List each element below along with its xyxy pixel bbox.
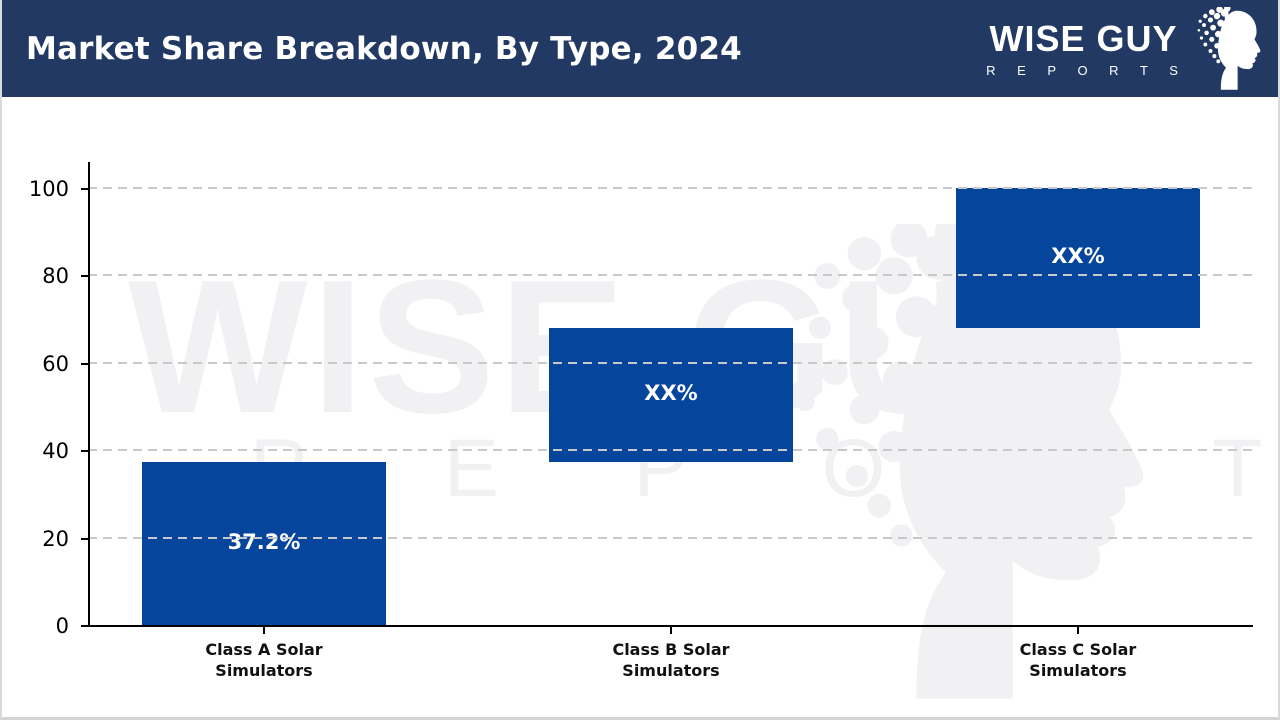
- logo-wordmark: WISE GUY: [989, 17, 1178, 59]
- gridline-60: [88, 361, 1253, 364]
- x-category-label: Class B Solar Simulators: [612, 640, 730, 680]
- y-tick-20: [81, 537, 88, 540]
- logo-subtitle: R E P O R T S: [986, 62, 1187, 78]
- y-tick-60: [81, 362, 88, 365]
- y-tick-label: 60: [42, 351, 69, 376]
- x-category-label: Class A Solar Simulators: [205, 640, 323, 680]
- dotted-head-icon: [1197, 6, 1261, 90]
- bar-value-label: 37.2%: [227, 529, 301, 554]
- gridline-40: [88, 449, 1253, 451]
- gridline-100: [88, 186, 1253, 189]
- bar-value-label: XX%: [644, 380, 698, 405]
- gridline-80: [88, 274, 1253, 276]
- x-tick: [1077, 627, 1079, 634]
- y-tick-100: [81, 187, 88, 190]
- y-tick-label: 80: [42, 264, 69, 288]
- y-tick-0: [81, 625, 88, 627]
- bar-value-label: XX%: [1051, 243, 1105, 268]
- logo-text: WISE GUY R E P O R T S: [980, 17, 1187, 78]
- page-title: Market Share Breakdown, By Type, 2024: [26, 30, 742, 67]
- x-category-label: Class C Solar Simulators: [1019, 640, 1137, 680]
- wise-guy-reports-logo: WISE GUY R E P O R T S: [980, 0, 1266, 97]
- x-tick: [670, 627, 672, 634]
- gridline-20: [88, 536, 1253, 539]
- y-tick-label: 100: [28, 176, 69, 201]
- x-axis-line: [87, 625, 1253, 627]
- y-tick-label: 40: [42, 439, 69, 463]
- y-tick-80: [81, 275, 88, 277]
- y-tick-label: 20: [42, 526, 69, 551]
- bar-segment: XX%: [956, 187, 1200, 328]
- header-band: Market Share Breakdown, By Type, 2024 WI…: [0, 0, 1280, 97]
- y-axis-line: [88, 162, 90, 627]
- y-tick-40: [81, 450, 88, 452]
- y-tick-label: 0: [55, 614, 69, 638]
- bar-segment: 37.2%: [142, 462, 386, 625]
- x-tick: [263, 627, 265, 634]
- bar-segment: XX%: [549, 327, 793, 463]
